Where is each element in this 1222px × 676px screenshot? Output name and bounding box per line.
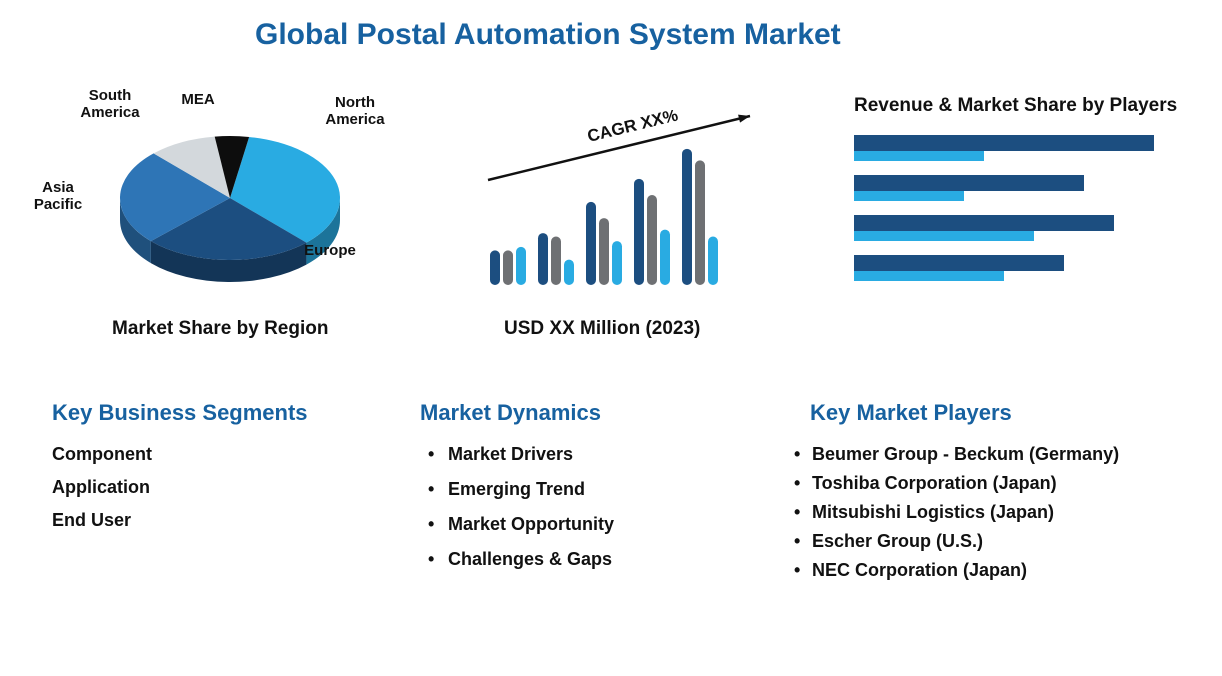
pie-slice-label: South America: [70, 88, 150, 121]
dynamics-section: Market Dynamics Market Drivers Emerging T…: [420, 400, 760, 584]
pie-slice-label: North America: [315, 95, 395, 128]
svg-text:CAGR XX%: CAGR XX%: [585, 110, 679, 146]
pie-chart-region: North AmericaEuropeAsia PacificSouth Ame…: [20, 100, 420, 340]
dynamics-item: Emerging Trend: [420, 479, 760, 500]
segments-title: Key Business Segments: [52, 400, 392, 426]
bar-chart-region: CAGR XX% USD XX Million (2023): [440, 100, 790, 340]
player-item: Toshiba Corporation (Japan): [790, 473, 1210, 494]
player-item: Escher Group (U.S.): [790, 531, 1210, 552]
hbar-chart-region: Revenue & Market Share by Players: [830, 95, 1190, 325]
players-title: Key Market Players: [810, 400, 1210, 426]
dynamics-item: Challenges & Gaps: [420, 549, 760, 570]
hbar-chart-title: Revenue & Market Share by Players: [854, 95, 1177, 117]
player-item: NEC Corporation (Japan): [790, 560, 1210, 581]
segment-item: Component: [52, 444, 392, 465]
players-section: Key Market Players Beumer Group - Beckum…: [790, 400, 1210, 589]
dynamics-item: Market Drivers: [420, 444, 760, 465]
pie-slice-label: Europe: [300, 243, 360, 260]
pie-slice-label: Asia Pacific: [18, 180, 98, 213]
bar-chart-title: USD XX Million (2023): [504, 318, 700, 340]
segments-section: Key Business Segments Component Applicati…: [52, 400, 392, 543]
player-item: Mitsubishi Logistics (Japan): [790, 502, 1210, 523]
pie-chart: [100, 118, 360, 298]
pie-chart-title: Market Share by Region: [112, 318, 328, 340]
segment-item: End User: [52, 510, 392, 531]
player-item: Beumer Group - Beckum (Germany): [790, 444, 1210, 465]
dynamics-item: Market Opportunity: [420, 514, 760, 535]
segment-item: Application: [52, 477, 392, 498]
pie-slice-label: MEA: [168, 92, 228, 109]
dynamics-title: Market Dynamics: [420, 400, 760, 426]
bar-chart: CAGR XX%: [480, 110, 780, 300]
page-title: Global Postal Automation System Market: [255, 18, 875, 53]
hbar-chart: [854, 127, 1174, 317]
